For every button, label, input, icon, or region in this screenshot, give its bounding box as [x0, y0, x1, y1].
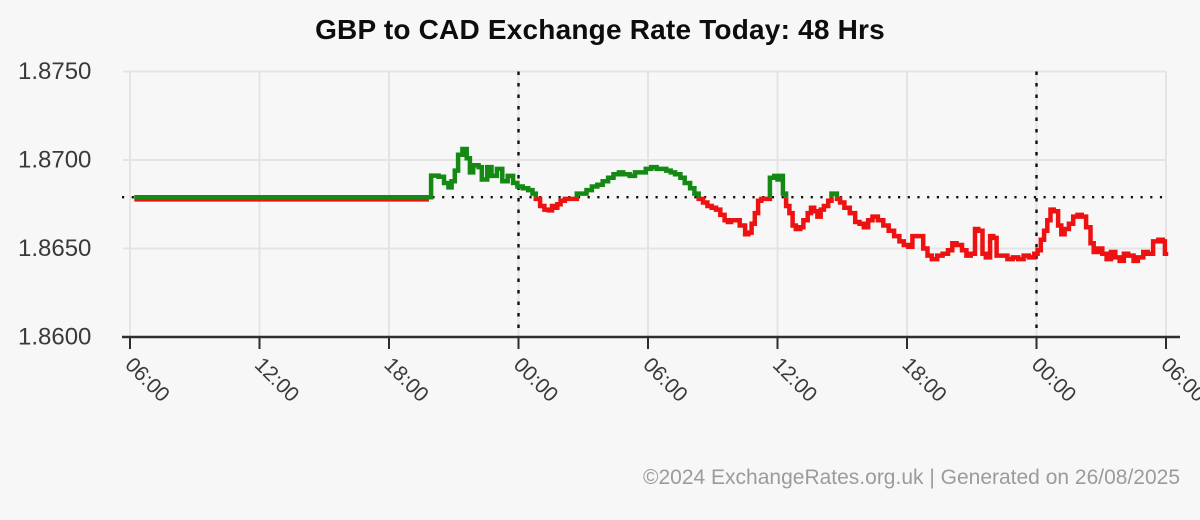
y-axis-tick-label: 1.8750: [18, 58, 91, 85]
x-axis-tick-label: 06:00: [638, 353, 691, 406]
x-axis-tick-label: 12:00: [768, 353, 821, 406]
rate-line-above-open: [574, 164, 701, 198]
rate-line-below-open: [696, 196, 773, 237]
x-axis-tick-label: 00:00: [509, 353, 562, 406]
y-axis-tick-label: 1.8700: [18, 147, 91, 174]
rate-line-above-open: [767, 173, 789, 198]
x-axis-tick-label: 18:00: [897, 353, 950, 406]
x-axis-tick-label: 12:00: [250, 353, 303, 406]
rate-line-below-open: [834, 196, 1169, 264]
footer-credit: ©2024 ExchangeRates.org.uk | Generated o…: [643, 466, 1180, 489]
x-axis-tick-label: 06:00: [1156, 353, 1200, 406]
rate-line-above-open: [134, 146, 539, 200]
rate-line-above-open: [829, 191, 840, 198]
x-axis-tick-label: 00:00: [1027, 353, 1080, 406]
rate-line-below-open: [783, 197, 834, 232]
rate-line-below-open: [533, 196, 580, 213]
chart-title: GBP to CAD Exchange Rate Today: 48 Hrs: [315, 14, 885, 45]
x-axis-tick-label: 18:00: [379, 353, 432, 406]
x-axis-tick-label: 06:00: [120, 353, 173, 406]
y-axis-tick-label: 1.8650: [18, 235, 91, 262]
y-axis-tick-label: 1.8600: [18, 324, 91, 351]
